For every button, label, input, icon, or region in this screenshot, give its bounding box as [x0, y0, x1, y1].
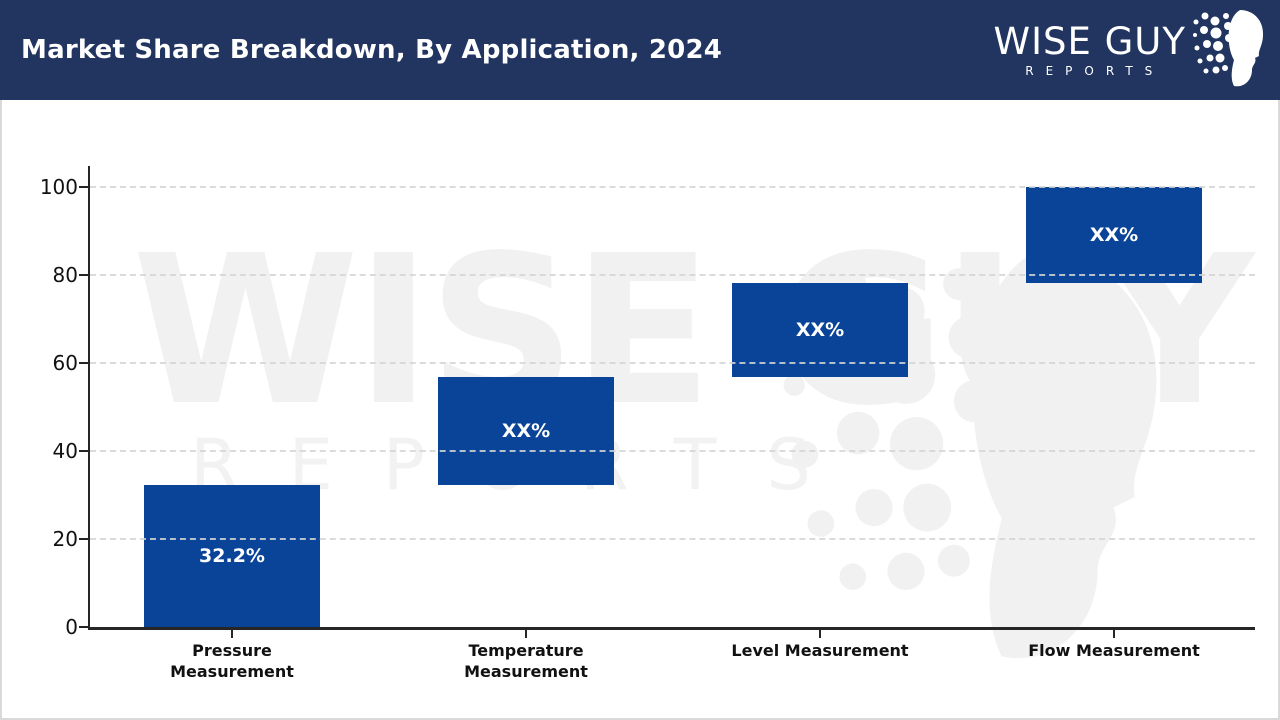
- x-tick-label: Pressure Measurement: [170, 641, 294, 681]
- gridline: [90, 274, 1255, 276]
- logo-face-icon: [1193, 10, 1264, 87]
- logo-subtitle: REPORTS: [1025, 64, 1165, 78]
- y-tick-label: 80: [52, 263, 78, 287]
- y-tick-label: 0: [65, 615, 78, 639]
- x-tick-mark: [525, 629, 527, 638]
- bar-1: 32.2%: [144, 485, 320, 627]
- logo-text: WISE GUY REPORTS: [994, 23, 1186, 77]
- y-tick-mark: [79, 362, 88, 364]
- wiseguy-logo: WISE GUY REPORTS: [994, 8, 1266, 92]
- y-tick-mark: [79, 538, 88, 540]
- plot-area: 0 20 40 60 80 100 32.2% XX% XX% XX% Pressure Measu…: [2, 100, 1278, 718]
- y-axis: [88, 166, 90, 629]
- logo-wordmark: WISE GUY: [993, 20, 1186, 63]
- bar-3: XX%: [732, 282, 908, 378]
- bar-2: XX%: [438, 377, 614, 486]
- x-tick-mark: [231, 629, 233, 638]
- gridline: [90, 362, 1255, 364]
- x-axis: [88, 627, 1255, 630]
- y-tick-label: 60: [52, 351, 78, 375]
- bar-value-label: XX%: [1089, 223, 1139, 246]
- y-tick-mark: [79, 450, 88, 452]
- y-tick-label: 20: [52, 527, 78, 551]
- header: Market Share Breakdown, By Application, …: [0, 0, 1280, 100]
- x-tick-label: Flow Measurement: [1028, 641, 1200, 660]
- gridline: [90, 538, 1255, 540]
- x-tick-label: Temperature Measurement: [464, 641, 588, 681]
- chart-canvas: WISE GUY REPORTS 02040608010032.2%XX%XX%…: [0, 100, 1280, 720]
- x-tick-mark: [819, 629, 821, 638]
- y-tick-label: 40: [52, 439, 78, 463]
- page-title: Market Share Breakdown, By Application, …: [21, 35, 723, 65]
- bar-value-label: XX%: [795, 318, 845, 341]
- y-tick-mark: [79, 186, 88, 188]
- y-tick-mark: [79, 274, 88, 276]
- bar-4: XX%: [1026, 187, 1202, 283]
- gridline: [90, 186, 1255, 188]
- y-tick-label: 100: [39, 175, 78, 199]
- y-tick-mark: [79, 626, 88, 628]
- bar-value-label: XX%: [501, 420, 551, 443]
- gridline: [90, 450, 1255, 452]
- x-tick-label: Level Measurement: [731, 641, 909, 660]
- x-tick-mark: [1113, 629, 1115, 638]
- bar-value-label: 32.2%: [199, 545, 265, 568]
